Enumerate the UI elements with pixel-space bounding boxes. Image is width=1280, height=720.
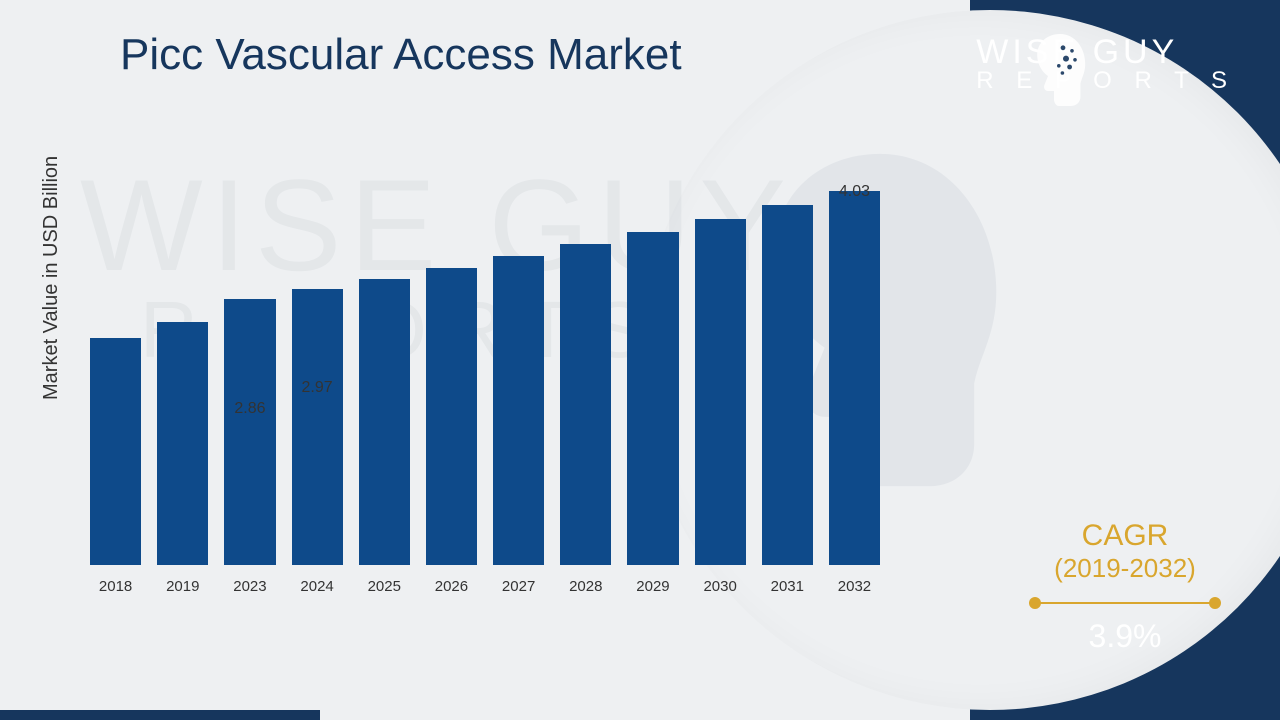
x-tick-label: 2029: [627, 578, 678, 595]
cagr-value: 3.9%: [1010, 618, 1240, 655]
logo-head-icon: [1030, 30, 1090, 110]
y-axis-label: Market Value in USD Billion: [40, 156, 63, 400]
x-tick-label: 2028: [560, 578, 611, 595]
bar-chart: 2.86 2.97 4.03 2018 2019 2023 2024 2025 2026 202…: [90, 175, 880, 595]
chart-title: Picc Vascular Access Market: [120, 30, 682, 80]
x-tick-label: 2019: [157, 578, 208, 595]
x-tick-label: 2031: [762, 578, 813, 595]
bar-wrap: [426, 268, 477, 565]
bar: [359, 279, 410, 565]
bar: [426, 268, 477, 565]
x-tick-label: 2026: [426, 578, 477, 595]
brand-logo: WISE GUY R E P O R T S: [976, 35, 1235, 93]
cagr-period: (2019-2032): [1010, 553, 1240, 584]
cagr-block: CAGR (2019-2032) 3.9%: [1010, 519, 1240, 655]
bar: [560, 244, 611, 565]
bar-wrap: [90, 338, 141, 566]
cagr-title: CAGR: [1010, 519, 1240, 553]
x-tick-label: 2024: [292, 578, 343, 595]
bar: [627, 232, 678, 565]
bar-wrap: [762, 205, 813, 565]
brand-line2: R E P O R T S: [976, 69, 1235, 93]
bar-value-label: 2.86: [234, 400, 265, 418]
cagr-divider: [1035, 602, 1215, 604]
bar-wrap: 4.03: [829, 191, 880, 565]
bar-wrap: 2.97: [292, 289, 343, 565]
bar-value-label: 4.03: [839, 183, 870, 201]
x-tick-label: 2030: [695, 578, 746, 595]
bar: [762, 205, 813, 565]
bar-wrap: [493, 256, 544, 565]
bar-wrap: [560, 244, 611, 565]
bar: [695, 219, 746, 565]
bar: [90, 338, 141, 566]
x-tick-label: 2025: [359, 578, 410, 595]
bar-wrap: 2.86: [224, 299, 275, 565]
x-tick-label: 2018: [90, 578, 141, 595]
bottom-accent-bar: [0, 710, 320, 720]
bar-wrap: [359, 279, 410, 565]
bar-value-label: 2.97: [302, 379, 333, 397]
bar: [493, 256, 544, 565]
bar: [829, 191, 880, 565]
bar: [292, 289, 343, 565]
x-tick-label: 2027: [493, 578, 544, 595]
x-tick-label: 2032: [829, 578, 880, 595]
bar-wrap: [695, 219, 746, 565]
bar: [157, 322, 208, 565]
bar-wrap: [627, 232, 678, 565]
bar: [224, 299, 275, 565]
bar-wrap: [157, 322, 208, 565]
x-tick-label: 2023: [224, 578, 275, 595]
